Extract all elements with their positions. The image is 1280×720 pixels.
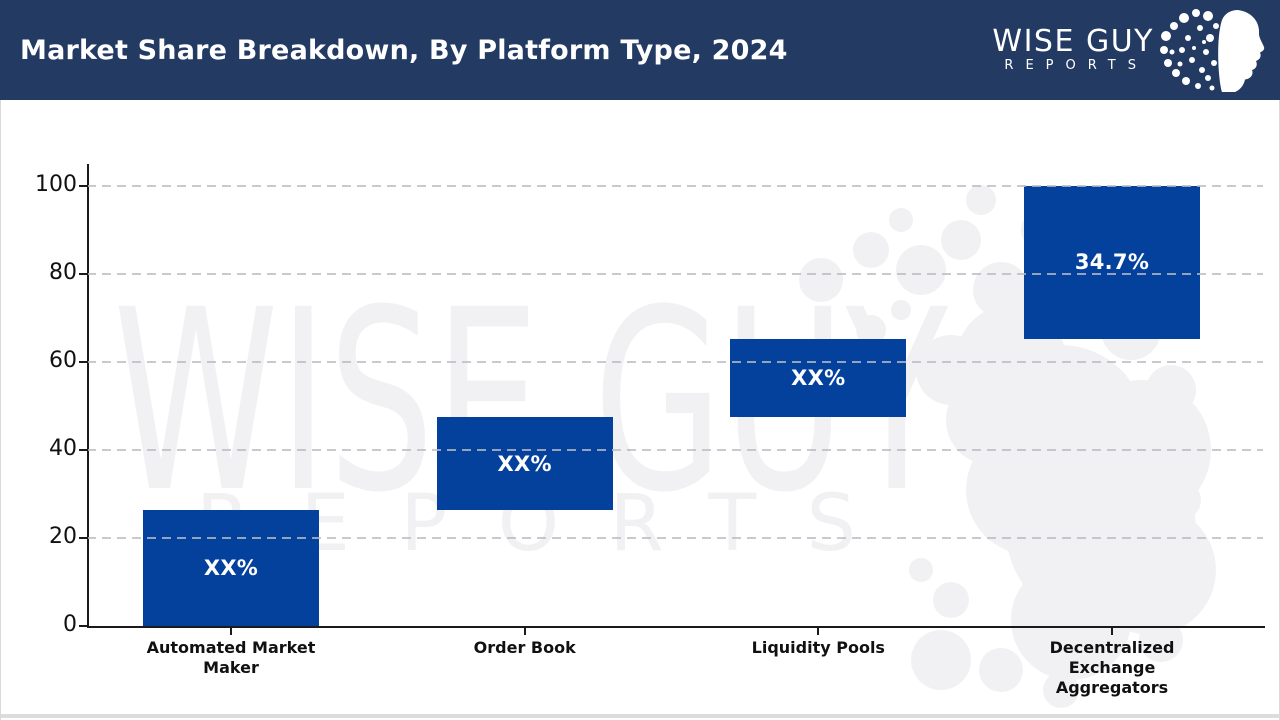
plot: XX% Automated Market Maker XX% Order Book XX… (1, 100, 1280, 720)
x-tick-mark (523, 628, 526, 635)
x-tick-mark (1111, 628, 1113, 635)
y-tick-mark (79, 625, 88, 627)
x-category-label: Decentralized Exchange Aggregators (1049, 638, 1175, 697)
y-tick-label: 60 (49, 348, 77, 373)
bar-value-label: XX% (497, 451, 552, 476)
head-profile-icon (1160, 9, 1265, 92)
y-tick-label: 100 (35, 172, 77, 197)
y-tick-mark (79, 273, 88, 275)
x-category-label: Order Book (473, 638, 576, 657)
x-category-label: Automated Market Maker (146, 638, 316, 677)
brand-text: WISE GUY REPORTS (992, 26, 1154, 74)
y-tick-label: 20 (49, 524, 77, 549)
bar: 34.7% (1024, 186, 1200, 339)
y-tick-label: 80 (49, 260, 77, 285)
x-tick-mark (817, 628, 820, 635)
page-title: Market Share Breakdown, By Platform Type… (20, 34, 788, 66)
bar: XX% (436, 417, 613, 511)
header: Market Share Breakdown, By Platform Type… (0, 0, 1280, 100)
grid-line (87, 185, 1263, 187)
grid-line (87, 449, 1263, 451)
brand-subtitle: REPORTS (1004, 58, 1149, 73)
y-tick-mark (79, 537, 88, 539)
bar-value-label: XX% (203, 556, 259, 581)
bar: XX% (143, 510, 319, 626)
bar-value-label: 34.7% (1074, 250, 1150, 275)
x-category-label: Liquidity Pools (751, 638, 885, 657)
bottom-border (1, 714, 1280, 718)
y-tick-label: 40 (49, 436, 77, 461)
grid-line (87, 273, 1263, 275)
grid-line (87, 361, 1263, 363)
x-axis-line (87, 626, 1265, 628)
y-tick-label: 0 (63, 612, 77, 637)
brand-logo: WISE GUY REPORTS (992, 0, 1270, 100)
chart-area: WISE GUY REPORTS XX%Aut (0, 100, 1280, 720)
y-tick-mark (79, 449, 88, 451)
bar: XX% (730, 338, 907, 417)
y-tick-mark (79, 361, 88, 363)
y-axis-line (87, 164, 89, 628)
x-tick-mark (230, 628, 232, 635)
bar-value-label: XX% (791, 365, 846, 390)
grid-line (87, 537, 1263, 539)
y-tick-mark (79, 185, 88, 187)
brand-name: WISE GUY (992, 24, 1154, 59)
